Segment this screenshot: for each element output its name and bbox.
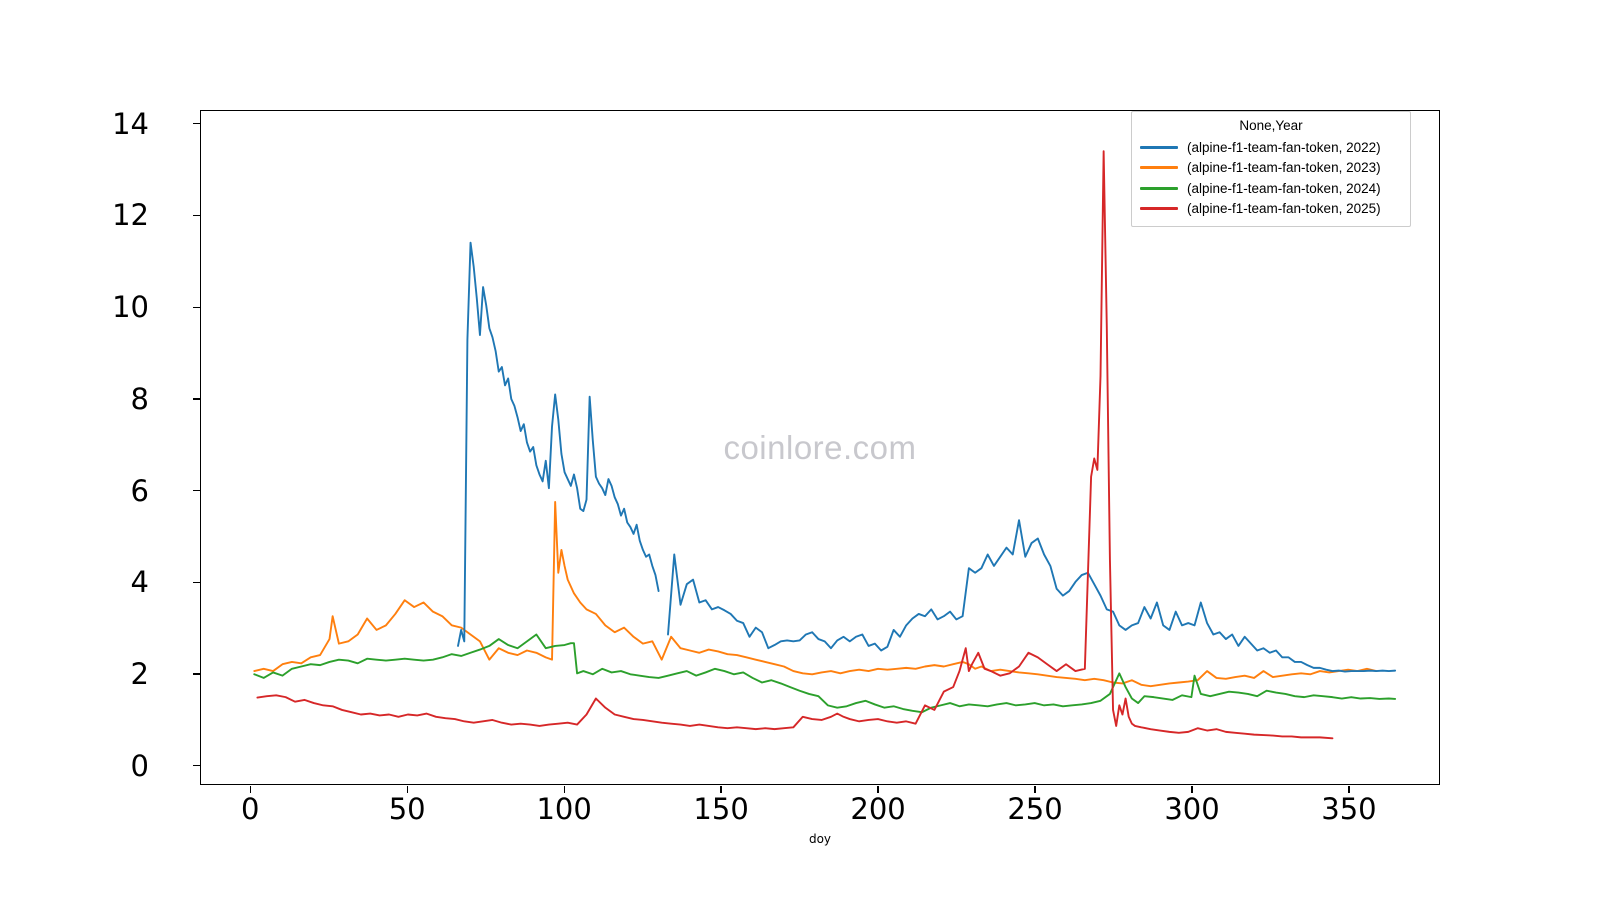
x-tick-mark xyxy=(877,786,879,793)
x-tick-label: 150 xyxy=(693,792,749,826)
x-tick-mark xyxy=(1191,786,1193,793)
x-tick-mark xyxy=(1034,786,1036,793)
x-tick-label: 300 xyxy=(1164,792,1220,826)
y-tick-label: 0 xyxy=(130,748,149,783)
y-tick-label: 4 xyxy=(130,565,149,600)
y-tick-mark xyxy=(193,489,200,492)
legend-entry-label: (alpine-f1-team-fan-token, 2023) xyxy=(1187,160,1381,176)
series-line-2025 xyxy=(257,151,1332,738)
legend-entry-label: (alpine-f1-team-fan-token, 2025) xyxy=(1187,201,1381,217)
y-tick-mark xyxy=(193,673,200,675)
x-tick-label: 200 xyxy=(850,792,906,826)
y-tick-label: 12 xyxy=(112,198,149,233)
legend-color-swatch xyxy=(1140,166,1178,170)
y-tick-label: 2 xyxy=(130,657,149,692)
x-tick-label: 100 xyxy=(536,792,592,826)
legend-entry-label: (alpine-f1-team-fan-token, 2024) xyxy=(1187,180,1381,196)
y-tick-mark xyxy=(193,123,200,125)
legend-title: None,Year xyxy=(1239,118,1303,133)
legend-color-swatch xyxy=(1140,207,1178,211)
y-tick-label: 14 xyxy=(112,106,149,141)
y-tick-label: 10 xyxy=(112,290,149,325)
x-tick-label: 50 xyxy=(388,792,426,826)
legend: None,Year (alpine-f1-team-fan-token, 202… xyxy=(1131,111,1411,227)
y-tick-mark xyxy=(193,581,200,583)
y-tick-label: 8 xyxy=(130,381,149,416)
x-tick-label: 0 xyxy=(240,792,260,826)
x-tick-mark xyxy=(406,786,408,793)
series-line-2024 xyxy=(254,634,1395,712)
legend-entry[interactable]: (alpine-f1-team-fan-token, 2022) xyxy=(1140,137,1402,158)
x-tick-label: 250 xyxy=(1007,792,1063,826)
legend-color-swatch xyxy=(1140,186,1178,190)
legend-entries: (alpine-f1-team-fan-token, 2022) (alpine-… xyxy=(1140,137,1402,219)
series-lines xyxy=(201,111,1439,784)
x-tick-mark xyxy=(1348,786,1350,793)
x-tick-mark xyxy=(720,786,722,793)
legend-entry[interactable]: (alpine-f1-team-fan-token, 2025) xyxy=(1140,199,1402,220)
series-line-2022-segment-2 xyxy=(668,520,1395,671)
legend-entry[interactable]: (alpine-f1-team-fan-token, 2023) xyxy=(1140,158,1402,179)
legend-entry[interactable]: (alpine-f1-team-fan-token, 2024) xyxy=(1140,178,1402,199)
legend-color-swatch xyxy=(1140,145,1178,149)
y-tick-mark xyxy=(193,765,200,767)
x-axis-label: doy xyxy=(808,832,832,846)
x-tick-mark xyxy=(249,786,251,793)
y-tick-label: 6 xyxy=(130,473,149,508)
y-tick-mark xyxy=(193,306,200,308)
series-line-2023 xyxy=(254,502,1376,686)
series-line-2022-segment-1 xyxy=(458,243,659,646)
y-tick-mark xyxy=(193,398,200,400)
x-tick-label: 350 xyxy=(1321,792,1377,826)
legend-entry-label: (alpine-f1-team-fan-token, 2022) xyxy=(1187,139,1381,155)
y-tick-mark xyxy=(193,214,200,217)
x-tick-mark xyxy=(563,786,565,793)
